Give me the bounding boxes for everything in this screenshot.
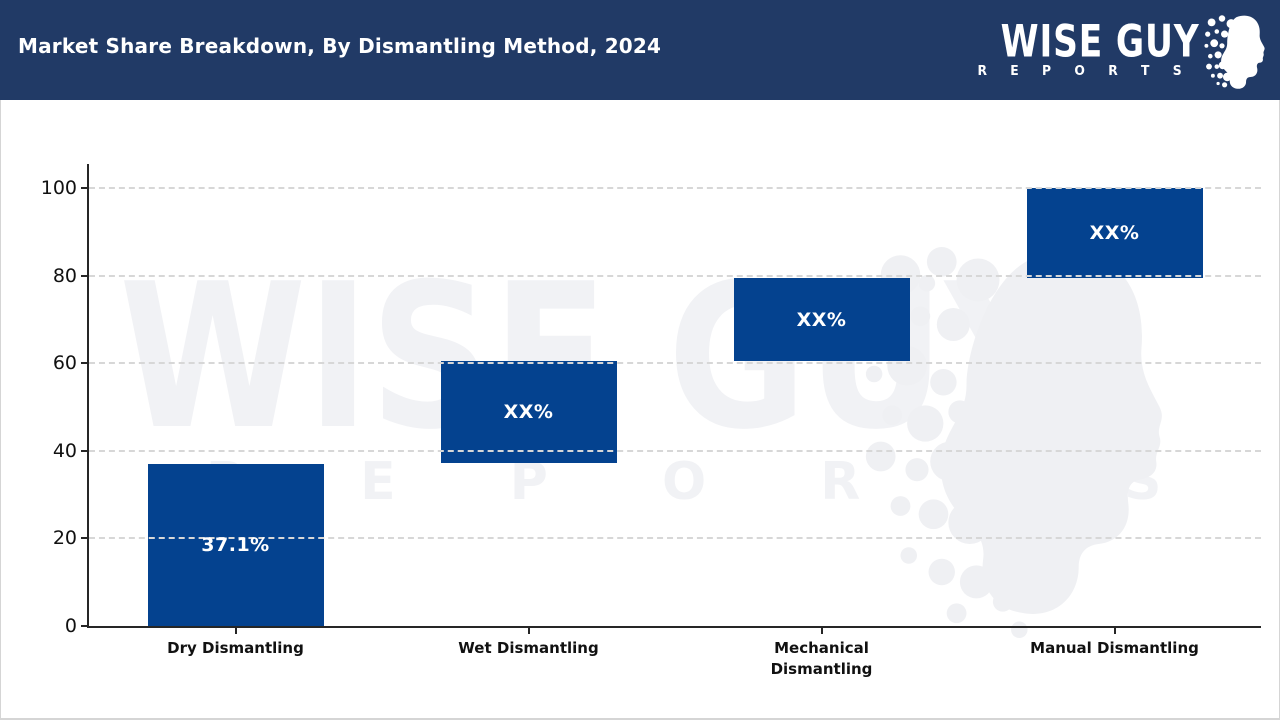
chart-canvas: WISE GUY R E P O R T S 0 20 40 60 80 100 37.1%… [0, 100, 1280, 720]
y-tick-label-0: 0 [64, 615, 77, 637]
gridline-80 [89, 274, 1261, 277]
y-tick-0 [81, 625, 89, 627]
bar-value-label-mechanical-dismantling: XX% [796, 308, 847, 331]
y-tick-label-100: 100 [40, 177, 77, 199]
y-tick-label-40: 40 [52, 439, 77, 462]
logo-wordmark: WISE GUY [1001, 15, 1200, 68]
y-tick-label-20: 20 [52, 527, 77, 550]
y-axis-line [87, 164, 89, 628]
page-title: Market Share Breakdown, By Dismantling M… [18, 34, 662, 58]
x-tick-label-0: Dry Dismantling [167, 639, 304, 657]
watermark-face-icon [865, 246, 1162, 638]
y-tick-80 [81, 274, 89, 277]
bar-value-label-dry-dismantling: 37.1% [201, 533, 270, 556]
bar-value-label-wet-dismantling: XX% [503, 401, 554, 424]
header-bar: Market Share Breakdown, By Dismantling M… [0, 0, 1280, 100]
logo-text: WISE GUY R E P O R T S [957, 15, 1200, 79]
x-tick-3 [1113, 626, 1116, 634]
bar-value-label-manual-dismantling: XX% [1089, 221, 1140, 244]
x-tick-2 [820, 626, 823, 634]
y-tick-100 [81, 187, 89, 189]
y-tick-20 [81, 537, 89, 540]
x-axis-line [87, 626, 1261, 628]
gridline-60 [89, 362, 1261, 365]
y-tick-60 [81, 362, 89, 365]
gridline-20 [89, 537, 1261, 540]
logo-subtitle: R E P O R T S [977, 64, 1192, 79]
x-tick-label-2: Mechanical Dismantling [770, 639, 873, 678]
bar-manual-dismantling [1026, 188, 1203, 278]
y-tick-label-60: 60 [52, 352, 77, 375]
x-tick-1 [527, 626, 530, 634]
x-tick-label-1: Wet Dismantling [458, 639, 599, 657]
bar-dry-dismantling [147, 463, 324, 626]
plot-region: 0 20 40 60 80 100 37.1% XX% XX% XX% Dry Dismantlin… [1, 100, 1279, 718]
y-tick-40 [81, 449, 89, 452]
y-tick-label-80: 80 [52, 264, 77, 287]
x-tick-0 [234, 626, 237, 634]
bar-mechanical-dismantling [733, 277, 910, 362]
dotted-face-profile-icon [1204, 15, 1265, 89]
bar-wet-dismantling [440, 361, 617, 464]
gridline-100 [89, 187, 1261, 189]
x-tick-label-3: Manual Dismantling [1030, 639, 1199, 657]
wise-guy-reports-logo: WISE GUY R E P O R T S [978, 8, 1268, 92]
gridline-40 [89, 449, 1261, 452]
